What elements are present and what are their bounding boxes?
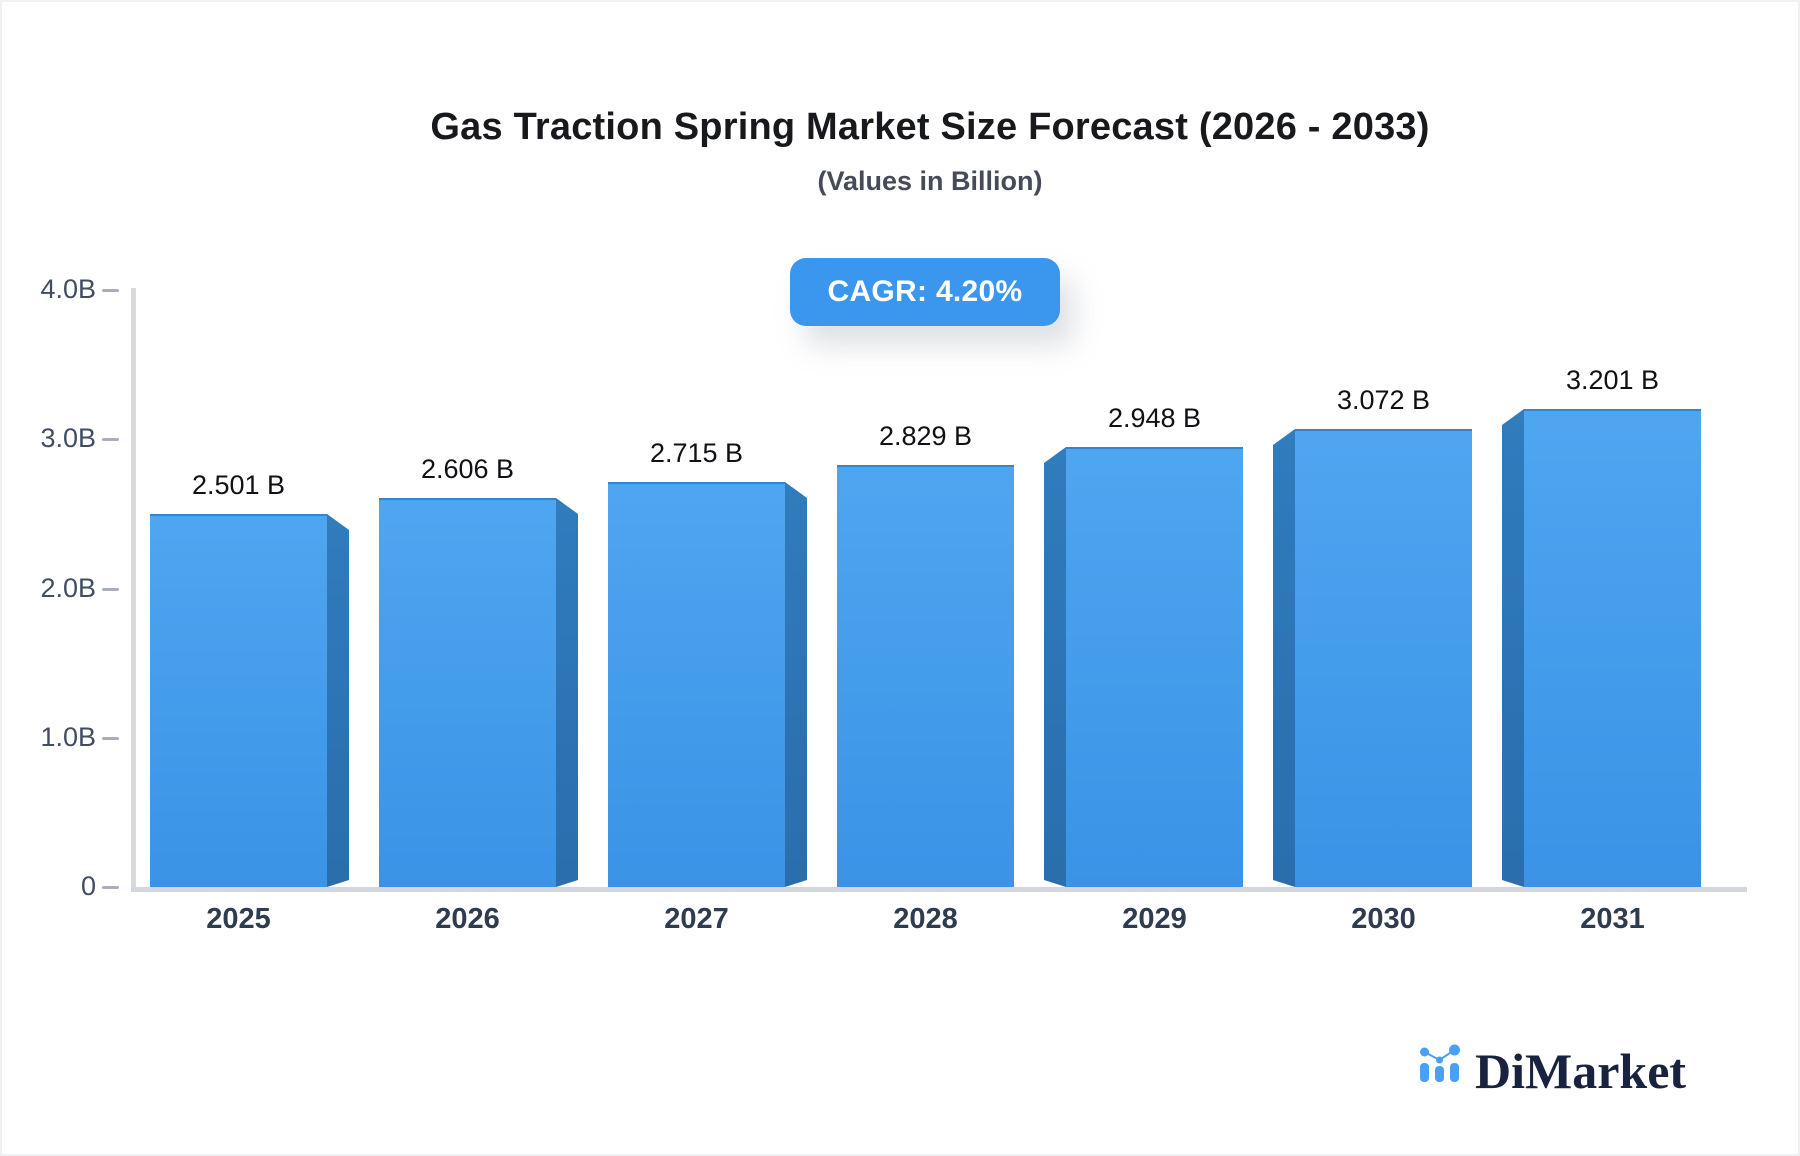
x-tick-label: 2026	[435, 903, 500, 935]
y-tick-label: 4.0B	[40, 274, 96, 305]
bar-side-face	[1502, 409, 1524, 887]
y-axis-line	[131, 288, 136, 892]
y-tick-label: 2.0B	[40, 572, 96, 603]
y-tick-label: 1.0B	[40, 721, 96, 752]
cagr-badge: CAGR: 4.20%	[790, 258, 1060, 326]
x-axis-line	[131, 887, 1747, 892]
bar-value-label: 3.201 B	[1565, 365, 1660, 395]
bar-side-face	[556, 498, 578, 887]
x-tick-label: 2028	[893, 903, 958, 935]
dimarket-logo: DiMarket	[1420, 1040, 1686, 1096]
bar-side-face	[1044, 447, 1066, 887]
x-tick-label: 2030	[1351, 903, 1416, 935]
y-tick-mark	[102, 736, 119, 740]
bar	[1295, 429, 1472, 887]
y-tick-mark	[102, 289, 119, 293]
bar	[1066, 447, 1243, 887]
bar-value-label: 2.829 B	[878, 421, 973, 451]
bar-value-label: 3.072 B	[1336, 385, 1431, 415]
y-tick-label: 3.0B	[40, 423, 96, 454]
bar-side-face	[327, 514, 349, 887]
dimarket-logo-icon	[1420, 1044, 1460, 1082]
y-tick-mark	[102, 886, 119, 889]
bar	[608, 482, 785, 887]
y-tick-mark	[102, 587, 119, 591]
bar-side-face	[785, 482, 807, 887]
bar	[837, 465, 1014, 887]
bar	[379, 498, 556, 887]
x-tick-label: 2027	[664, 903, 729, 935]
y-tick-label: 0	[80, 871, 96, 901]
bar	[150, 514, 327, 887]
y-tick-mark	[102, 438, 119, 442]
bar-value-label: 2.501 B	[191, 470, 286, 500]
bar	[1524, 409, 1701, 887]
bar-value-label: 2.715 B	[649, 438, 744, 468]
chart-subtitle: (Values in Billion)	[817, 166, 1043, 196]
x-tick-label: 2025	[206, 903, 271, 935]
cagr-badge-label: CAGR: 4.20%	[827, 275, 1023, 308]
bar-value-label: 2.606 B	[420, 454, 515, 484]
dimarket-logo-text: DiMarket	[1475, 1043, 1687, 1099]
chart-title: Gas Traction Spring Market Size Forecast…	[430, 106, 1430, 148]
x-tick-label: 2031	[1580, 903, 1645, 935]
bar-value-label: 2.948 B	[1107, 403, 1202, 433]
bar-side-face	[1273, 429, 1295, 887]
x-tick-label: 2029	[1122, 903, 1187, 935]
